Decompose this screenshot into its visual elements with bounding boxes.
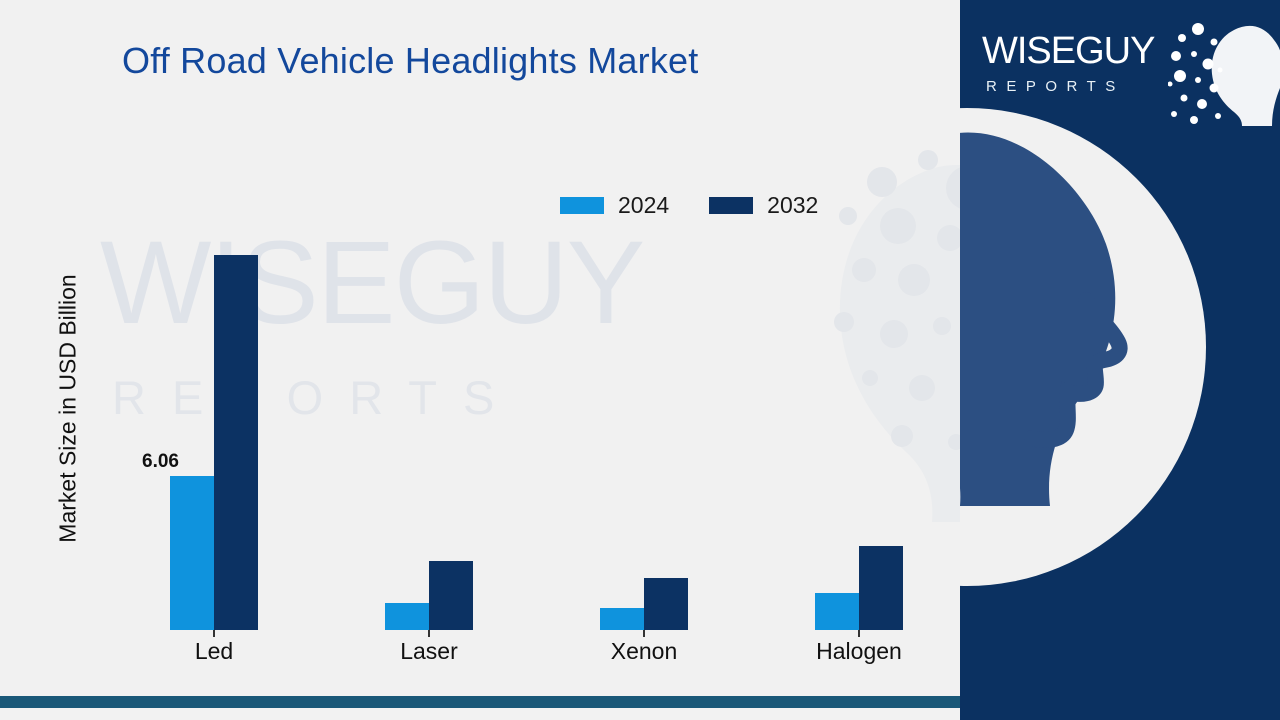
bar-led-2032[interactable] — [214, 255, 258, 630]
axis-tick-laser — [428, 630, 430, 637]
bar-group-xenon: Xenon — [600, 230, 688, 664]
brand-logo-head-dots-icon — [1168, 23, 1280, 126]
axis-tick-led — [213, 630, 215, 637]
x-axis-label-led: Led — [194, 638, 234, 664]
x-axis-label-laser: Laser — [400, 638, 458, 664]
legend-swatch-2024 — [560, 197, 604, 214]
bar-laser-2032[interactable] — [429, 561, 473, 630]
bar-led-2024[interactable]: 6.06 — [142, 451, 214, 630]
plot-area: 6.06 Led Laser Xenon — [100, 230, 930, 664]
brand-logo-tagline: REPORTS — [986, 78, 1125, 95]
bar-group-laser: Laser — [385, 230, 473, 664]
brand-logo: WISEGUY REPORTS — [982, 23, 1280, 126]
chart-title: Off Road Vehicle Headlights Market — [122, 40, 699, 81]
bottom-accent-strip — [0, 696, 960, 708]
legend-item-2032[interactable]: 2032 — [709, 192, 818, 219]
bar-xenon-2032[interactable] — [644, 578, 688, 630]
bar-xenon-2024[interactable] — [600, 608, 644, 630]
x-axis-label-xenon: Xenon — [610, 638, 678, 664]
legend-item-2024[interactable]: 2024 — [560, 192, 669, 219]
bar-halogen-2032[interactable] — [859, 546, 903, 630]
bar-group-led: 6.06 Led — [142, 230, 258, 664]
brand-head-profile-icon — [960, 132, 1128, 506]
y-axis-label-text: Market Size in USD Billion — [54, 273, 81, 543]
brand-panel: WISEGUY REPORTS — [960, 0, 1280, 720]
bar-value-led-2024: 6.06 — [142, 451, 179, 472]
y-axis-label: Market Size in USD Billion — [53, 228, 83, 588]
bar-group-halogen: Halogen — [815, 230, 903, 664]
axis-tick-xenon — [643, 630, 645, 637]
brand-logo-wordmark: WISEGUY — [982, 30, 1155, 72]
chart-legend: 2024 2032 — [560, 192, 818, 219]
bar-laser-2024[interactable] — [385, 603, 429, 630]
chart-panel: WISEGUY REPORTS — [0, 40, 990, 708]
bar-halogen-2024[interactable] — [815, 593, 859, 630]
legend-label-2032: 2032 — [767, 192, 819, 218]
x-axis-label-halogen: Halogen — [816, 638, 902, 664]
axis-tick-halogen — [858, 630, 860, 637]
legend-label-2024: 2024 — [618, 192, 670, 218]
legend-swatch-2032 — [709, 197, 754, 214]
